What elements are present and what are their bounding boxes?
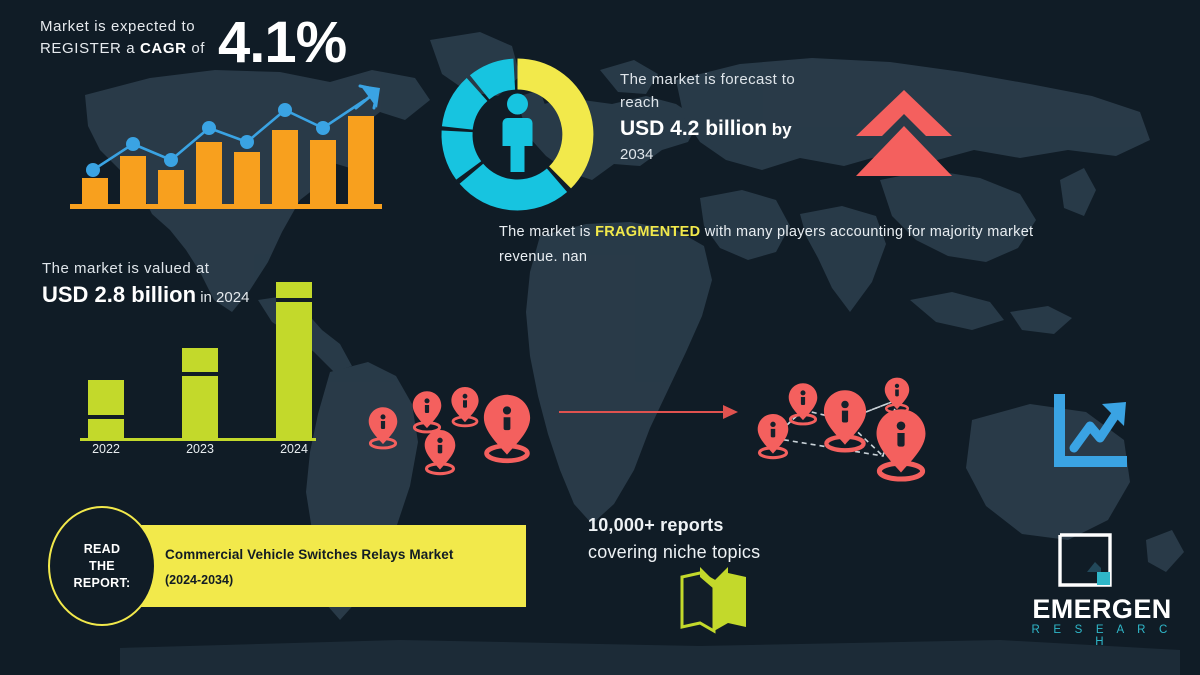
trend-axis-line [70, 204, 382, 209]
cagr-text-block: Market is expected to REGISTER a CAGR of [40, 16, 240, 60]
map-pin-icon [449, 385, 481, 428]
value-bar-2023-divider [182, 372, 218, 376]
pin-cluster-left [367, 385, 530, 476]
growth-chart-icon [1054, 394, 1127, 467]
donut-slice-e [469, 58, 516, 100]
report-title: Commercial Vehicle Switches Relays Marke… [165, 547, 454, 562]
reports-subtitle: covering niche topics [588, 542, 761, 562]
value-amount-tail: in 2024 [196, 289, 250, 306]
forecast-text-block: The market is forecast to reach USD 4.2 … [620, 68, 850, 166]
value-chart-tick-labels: 2022 2023 2024 [70, 442, 320, 460]
value-amount: USD 2.8 billion in 2024 [42, 280, 342, 313]
cagr-bold-word: CAGR [139, 40, 187, 57]
value-tick-2024: 2024 [280, 442, 308, 456]
value-bar-2024-divider [276, 298, 312, 302]
double-up-arrow-icon [856, 90, 952, 176]
cagr-trend-chart [70, 84, 382, 209]
forecast-year: 2034 [620, 146, 654, 163]
map-pin-icon [367, 405, 399, 450]
read-line-3: REPORT: [73, 575, 131, 590]
person-icon [502, 93, 533, 172]
read-line-2: THE [89, 558, 115, 573]
forecast-line-2: reach [620, 94, 660, 111]
fragmented-post: with many players accounting for majorit… [700, 224, 1034, 240]
value-line-1: The market is valued at [42, 260, 210, 277]
value-amount-bold: USD 2.8 billion [42, 282, 197, 307]
emergen-research-logo[interactable]: EMERGEN R E S E A R C H [1022, 532, 1182, 648]
map-pin-icon [883, 376, 911, 414]
value-bar-2024 [276, 282, 312, 440]
fragmented-statement: The market is FRAGMENTED with many playe… [499, 220, 1139, 270]
cagr-line-1: Market is expected to [40, 18, 196, 35]
value-bar-2023 [182, 348, 218, 440]
value-bars [88, 282, 312, 440]
fragmented-line-2: revenue. nan [499, 249, 588, 265]
value-bar-2022-divider [88, 415, 124, 419]
map-pin-icon [411, 389, 443, 434]
cagr-line-2: REGISTER a CAGR of [40, 38, 240, 60]
logo-wordmark: EMERGEN [1032, 594, 1172, 624]
forecast-value-tail: by [767, 120, 792, 139]
trend-points [86, 103, 330, 177]
read-line-1: READ [83, 541, 121, 556]
trend-arrow-fill [360, 85, 380, 108]
value-tick-2023: 2023 [186, 442, 214, 456]
market-players-diagram [367, 376, 955, 485]
reports-text-block: 10,000+ reports covering niche topics [588, 512, 848, 566]
fragmented-highlight: FRAGMENTED [595, 224, 701, 240]
logo-square-icon [1058, 533, 1112, 587]
cagr-value: 4.1% [218, 10, 347, 75]
logo-subtext: R E S E A R C H [1031, 624, 1173, 648]
donut-slice-b [459, 163, 568, 211]
market-value-chart [80, 282, 316, 441]
map-pin-icon [877, 409, 926, 479]
map-pin-icon [756, 412, 790, 460]
read-the-report-button[interactable]: READ THE REPORT: [48, 506, 156, 626]
map-pin-icon [824, 390, 866, 450]
donut-slice-c [441, 130, 482, 180]
report-banner[interactable]: Commercial Vehicle Switches Relays Marke… [140, 525, 526, 607]
fragmented-pre: The market is [499, 224, 596, 240]
map-pin-icon [484, 395, 530, 461]
open-book-icon [680, 567, 746, 634]
forecast-line-1: The market is forecast to [620, 71, 796, 88]
donut-slice-d [441, 78, 488, 130]
value-tick-2022: 2022 [92, 442, 120, 456]
cagr-register-text: REGISTER a [40, 40, 140, 57]
reports-count: 10,000+ reports [588, 515, 724, 535]
value-bar-2022 [88, 380, 124, 440]
value-axis-line [80, 438, 316, 441]
forecast-value: USD 4.2 billion by [620, 114, 850, 144]
cagr-of-text: of [186, 40, 206, 57]
transition-arrow [559, 405, 738, 419]
forecast-value-bold: USD 4.2 billion [620, 117, 768, 140]
report-period: (2024-2034) [165, 573, 234, 587]
trend-bars [82, 116, 374, 206]
value-text-block: The market is valued at USD 2.8 billion … [42, 258, 342, 313]
pin-cluster-right [756, 376, 926, 479]
market-share-donut [441, 58, 594, 211]
map-pin-icon [423, 428, 457, 476]
donut-slice-a [517, 58, 594, 189]
map-pin-icon [787, 381, 819, 426]
donut-segments [441, 58, 594, 211]
